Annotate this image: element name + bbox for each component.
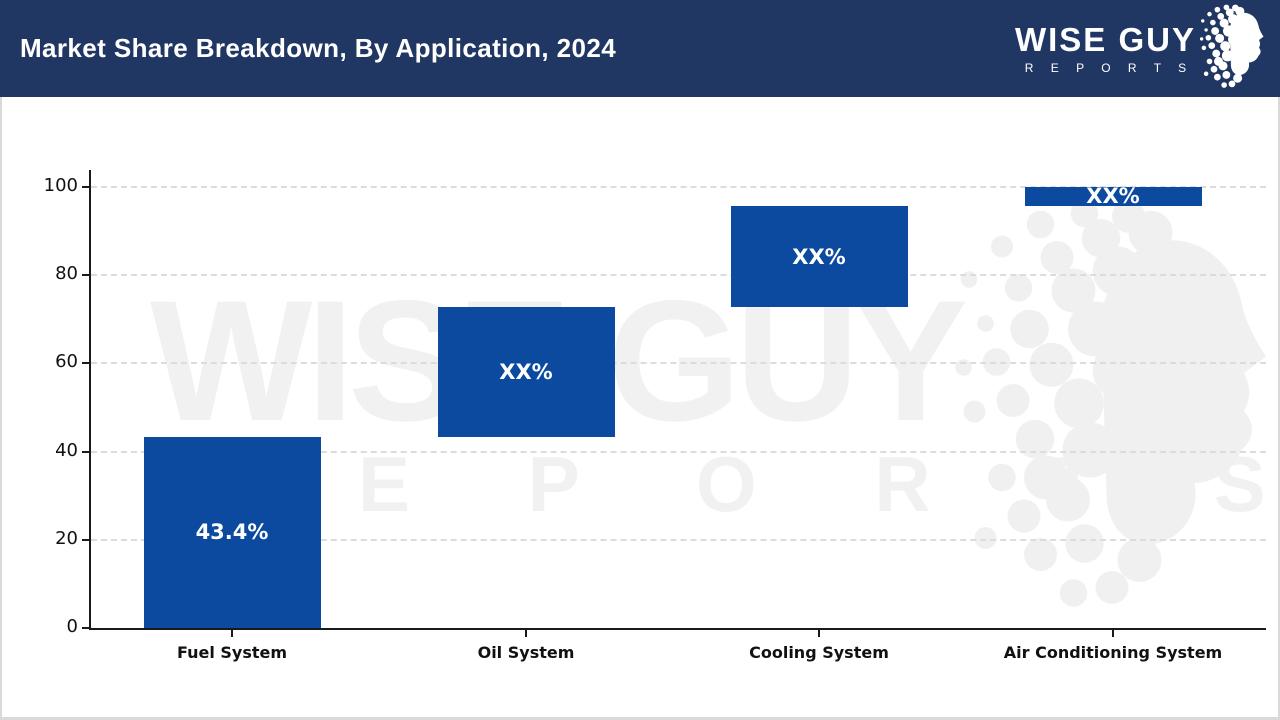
gridline-60 (91, 362, 1266, 365)
x-tick-air-conditioning-system (1112, 628, 1114, 637)
ytick-label-60: 60 (55, 351, 78, 373)
wise-guy-face-icon (1199, 4, 1264, 88)
category-label-air-conditioning-system: Air Conditioning System (1003, 643, 1223, 662)
x-tick-oil-system (525, 628, 527, 637)
y-axis-line (89, 170, 91, 630)
x-tick-fuel-system (231, 628, 233, 637)
y-tick-60 (82, 362, 91, 365)
logo-text: WISE GUY R E P O R T S (1015, 23, 1196, 75)
x-tick-cooling-system (818, 628, 820, 637)
gridline-20 (91, 538, 1266, 541)
ytick-label-20: 20 (55, 527, 78, 549)
x-axis-line (89, 628, 1266, 630)
y-tick-40 (82, 450, 91, 453)
ytick-label-40: 40 (55, 439, 78, 461)
bar-value-label: 43.4% (195, 520, 269, 545)
bar-fuel-system: 43.4% (143, 436, 321, 628)
y-tick-80 (82, 274, 91, 277)
gridline-40 (91, 450, 1266, 453)
logo-wordmark: WISE GUY (1014, 20, 1196, 58)
y-tick-100 (82, 186, 91, 188)
bar-value-label: XX% (1086, 184, 1140, 209)
category-label-fuel-system: Fuel System (176, 643, 288, 662)
bar-value-label: XX% (792, 244, 846, 269)
category-label-oil-system: Oil System (477, 643, 575, 662)
chart-region: WISE GUY R E P O R T S 0 20 40 60 80 100 43.4%… (0, 97, 1280, 720)
y-tick-20 (82, 538, 91, 541)
gridline-100 (91, 186, 1266, 188)
header-banner: Market Share Breakdown, By Application, … (0, 0, 1280, 97)
category-label-cooling-system: Cooling System (749, 643, 889, 662)
ytick-label-100: 100 (43, 175, 78, 196)
gridline-80 (91, 274, 1266, 277)
logo-subtitle: R E P O R T S (1024, 60, 1194, 75)
bar-cooling-system: XX% (730, 205, 908, 308)
page-title: Market Share Breakdown, By Application, … (20, 33, 617, 63)
bar-oil-system: XX% (437, 307, 615, 437)
ytick-label-0: 0 (66, 616, 78, 637)
bar-value-label: XX% (499, 359, 553, 384)
bar-air-conditioning-system: XX% (1024, 184, 1202, 209)
wise-guy-reports-logo: WISE GUY R E P O R T S (1015, 4, 1266, 94)
y-tick-0 (82, 627, 91, 629)
ytick-label-80: 80 (55, 263, 78, 285)
plot-area: 0 20 40 60 80 100 43.4% Fuel System XX% Oil Syste… (2, 97, 1278, 717)
